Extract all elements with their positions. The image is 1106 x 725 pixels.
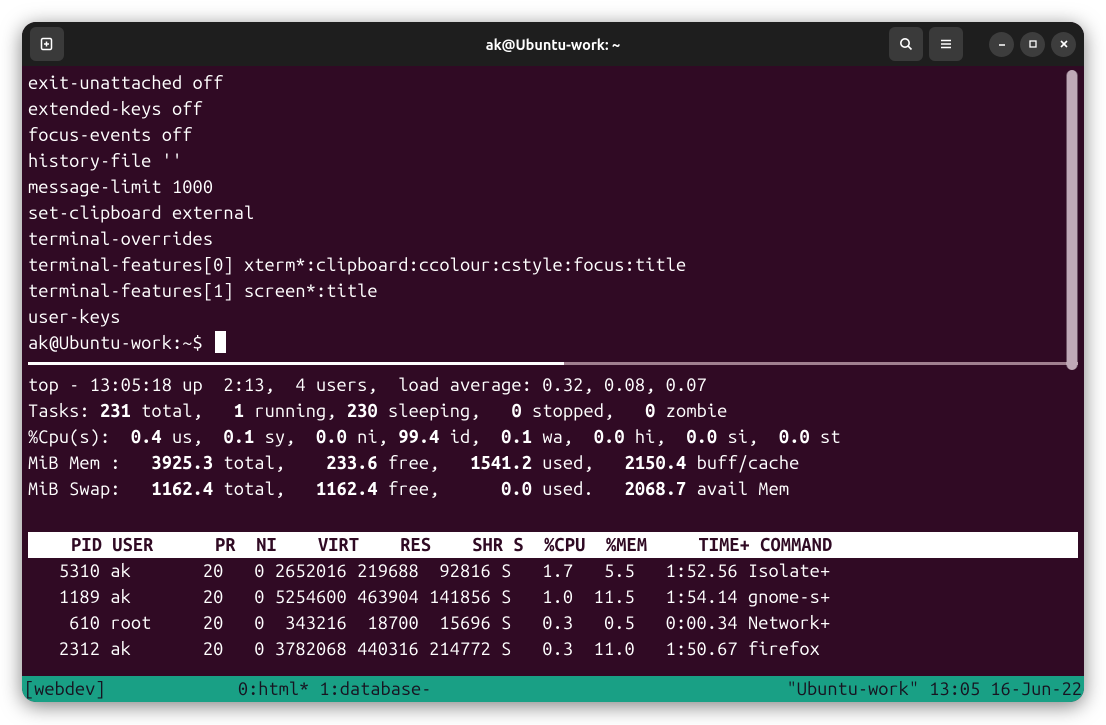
config-line: user-keys	[28, 304, 1078, 330]
process-row: 1189 ak 20 0 5254600 463904 141856 S 1.0…	[28, 584, 1078, 610]
top-mem-line: MiB Mem : 3925.3 total, 233.6 free, 1541…	[28, 450, 1078, 476]
config-line: history-file ''	[28, 148, 1078, 174]
scroll-thumb[interactable]	[1067, 70, 1077, 370]
minimize-icon	[997, 39, 1007, 49]
tmux-session-name: [webdev]	[24, 679, 105, 699]
new-tab-icon	[39, 36, 55, 52]
menu-button[interactable]	[929, 27, 963, 61]
config-line: exit-unattached off	[28, 70, 1078, 96]
close-button[interactable]	[1051, 32, 1076, 57]
config-line: terminal-overrides	[28, 226, 1078, 252]
pane-divider-inactive	[564, 362, 1079, 365]
config-line: set-clipboard external	[28, 200, 1078, 226]
prompt-line: ak@Ubuntu-work:~$	[28, 330, 1078, 356]
config-line: terminal-features[1] screen*:title	[28, 278, 1078, 304]
top-header-row: PID USER PR NI VIRT RES SHR S %CPU %MEM …	[28, 532, 1078, 558]
config-line: extended-keys off	[28, 96, 1078, 122]
prompt-text: ak@Ubuntu-work:~$	[28, 330, 213, 356]
cursor	[215, 331, 226, 353]
config-line: terminal-features[0] xterm*:clipboard:cc…	[28, 252, 1078, 278]
search-icon	[898, 36, 914, 52]
process-row: 2312 ak 20 0 3782068 440316 214772 S 0.3…	[28, 636, 1078, 662]
pane-divider-active	[28, 362, 564, 365]
tmux-status-bar: [webdev] 0:html* 1:database- "Ubuntu-wor…	[22, 676, 1084, 702]
maximize-icon	[1028, 39, 1038, 49]
tmux-pane-bottom: top - 13:05:18 up 2:13, 4 users, load av…	[28, 372, 1078, 662]
minimize-button[interactable]	[989, 32, 1014, 57]
blank-line	[28, 502, 1078, 528]
new-tab-button[interactable]	[30, 27, 64, 61]
top-summary-line: top - 13:05:18 up 2:13, 4 users, load av…	[28, 372, 1078, 398]
config-line: message-limit 1000	[28, 174, 1078, 200]
process-row: 5310 ak 20 0 2652016 219688 92816 S 1.7 …	[28, 558, 1078, 584]
terminal-window: ak@Ubuntu-work: ~	[22, 22, 1084, 702]
process-row: 610 root 20 0 343216 18700 15696 S 0.3 0…	[28, 610, 1078, 636]
window-title: ak@Ubuntu-work: ~	[446, 36, 660, 53]
tmux-status-right: "Ubuntu-work" 13:05 16-Jun-22	[553, 676, 1082, 702]
top-tasks-line: Tasks: 231 total, 1 running, 230 sleepin…	[28, 398, 1078, 424]
tmux-window-list[interactable]: 0:html* 1:database-	[238, 679, 432, 699]
pane-divider[interactable]	[28, 362, 1078, 366]
titlebar: ak@Ubuntu-work: ~	[22, 22, 1084, 66]
config-line: focus-events off	[28, 122, 1078, 148]
scrollbar[interactable]	[1066, 70, 1078, 370]
hamburger-icon	[938, 36, 954, 52]
top-cpu-line: %Cpu(s): 0.4 us, 0.1 sy, 0.0 ni, 99.4 id…	[28, 424, 1078, 450]
close-icon	[1059, 39, 1069, 49]
tmux-pane-top: exit-unattached offextended-keys offfocu…	[28, 70, 1078, 356]
top-swap-line: MiB Swap: 1162.4 total, 1162.4 free, 0.0…	[28, 476, 1078, 502]
terminal-content[interactable]: exit-unattached offextended-keys offfocu…	[22, 66, 1084, 676]
maximize-button[interactable]	[1020, 32, 1045, 57]
search-button[interactable]	[889, 27, 923, 61]
